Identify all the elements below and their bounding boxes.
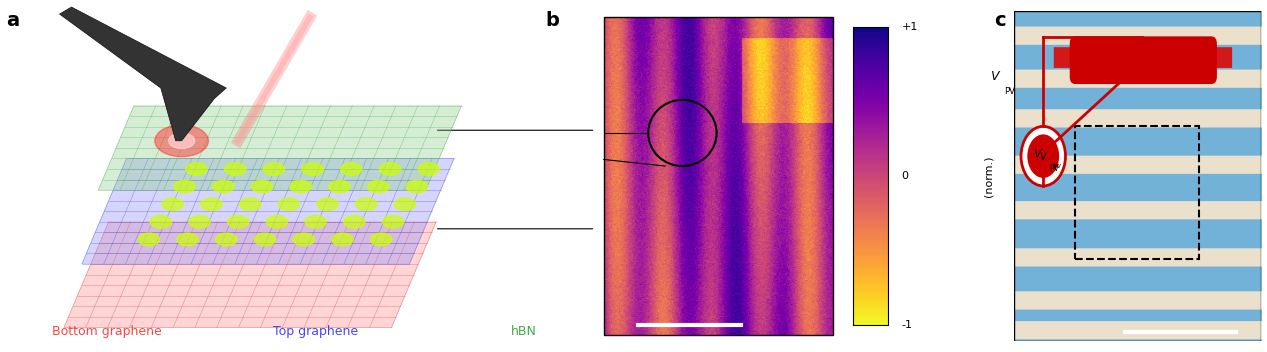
- FancyBboxPatch shape: [1071, 37, 1216, 83]
- Polygon shape: [99, 106, 461, 190]
- Circle shape: [213, 180, 234, 193]
- Circle shape: [251, 180, 272, 193]
- Text: (norm.): (norm.): [983, 155, 993, 197]
- Circle shape: [266, 215, 288, 228]
- Circle shape: [162, 198, 184, 210]
- Circle shape: [239, 198, 261, 210]
- Circle shape: [317, 198, 338, 210]
- Circle shape: [356, 198, 378, 210]
- Polygon shape: [65, 222, 436, 327]
- Text: Bottom graphene: Bottom graphene: [52, 325, 162, 338]
- Polygon shape: [60, 7, 227, 141]
- Text: b: b: [546, 11, 560, 30]
- Circle shape: [1021, 126, 1066, 186]
- Text: V: V: [991, 70, 998, 83]
- Circle shape: [418, 163, 440, 175]
- Circle shape: [215, 233, 237, 246]
- Circle shape: [290, 180, 312, 193]
- Bar: [604, 17, 832, 335]
- Circle shape: [174, 180, 195, 193]
- Text: $V$: $V$: [1039, 150, 1048, 162]
- Text: +1: +1: [901, 22, 917, 32]
- Circle shape: [1026, 133, 1060, 179]
- Circle shape: [293, 233, 314, 246]
- Text: PV: PV: [1049, 164, 1059, 173]
- Circle shape: [177, 233, 199, 246]
- Circle shape: [302, 163, 323, 175]
- Text: a: a: [6, 11, 19, 30]
- Circle shape: [228, 215, 248, 228]
- Text: c: c: [993, 11, 1006, 30]
- Text: PV: PV: [1053, 164, 1060, 169]
- Circle shape: [341, 163, 362, 175]
- Circle shape: [343, 215, 365, 228]
- Circle shape: [328, 180, 350, 193]
- Circle shape: [138, 233, 160, 246]
- Circle shape: [379, 163, 400, 175]
- Text: 0: 0: [901, 171, 908, 181]
- Circle shape: [277, 198, 299, 210]
- Polygon shape: [82, 158, 454, 264]
- Circle shape: [383, 215, 404, 228]
- Text: Top graphene: Top graphene: [274, 325, 359, 338]
- Circle shape: [407, 180, 427, 193]
- Circle shape: [394, 198, 416, 210]
- Circle shape: [332, 233, 353, 246]
- Circle shape: [305, 215, 327, 228]
- Circle shape: [367, 180, 389, 193]
- Bar: [854, 27, 888, 325]
- Circle shape: [370, 233, 392, 246]
- Circle shape: [189, 215, 210, 228]
- Bar: [1076, 126, 1199, 259]
- Circle shape: [224, 163, 246, 175]
- Text: hBN: hBN: [511, 325, 537, 338]
- Circle shape: [155, 125, 208, 157]
- Text: $V$: $V$: [1033, 147, 1044, 159]
- Text: -1: -1: [901, 320, 912, 330]
- Circle shape: [264, 163, 285, 175]
- Circle shape: [169, 133, 195, 149]
- Circle shape: [150, 215, 171, 228]
- Text: PV: PV: [1003, 87, 1015, 96]
- Circle shape: [200, 198, 222, 210]
- Circle shape: [186, 163, 208, 175]
- Circle shape: [255, 233, 276, 246]
